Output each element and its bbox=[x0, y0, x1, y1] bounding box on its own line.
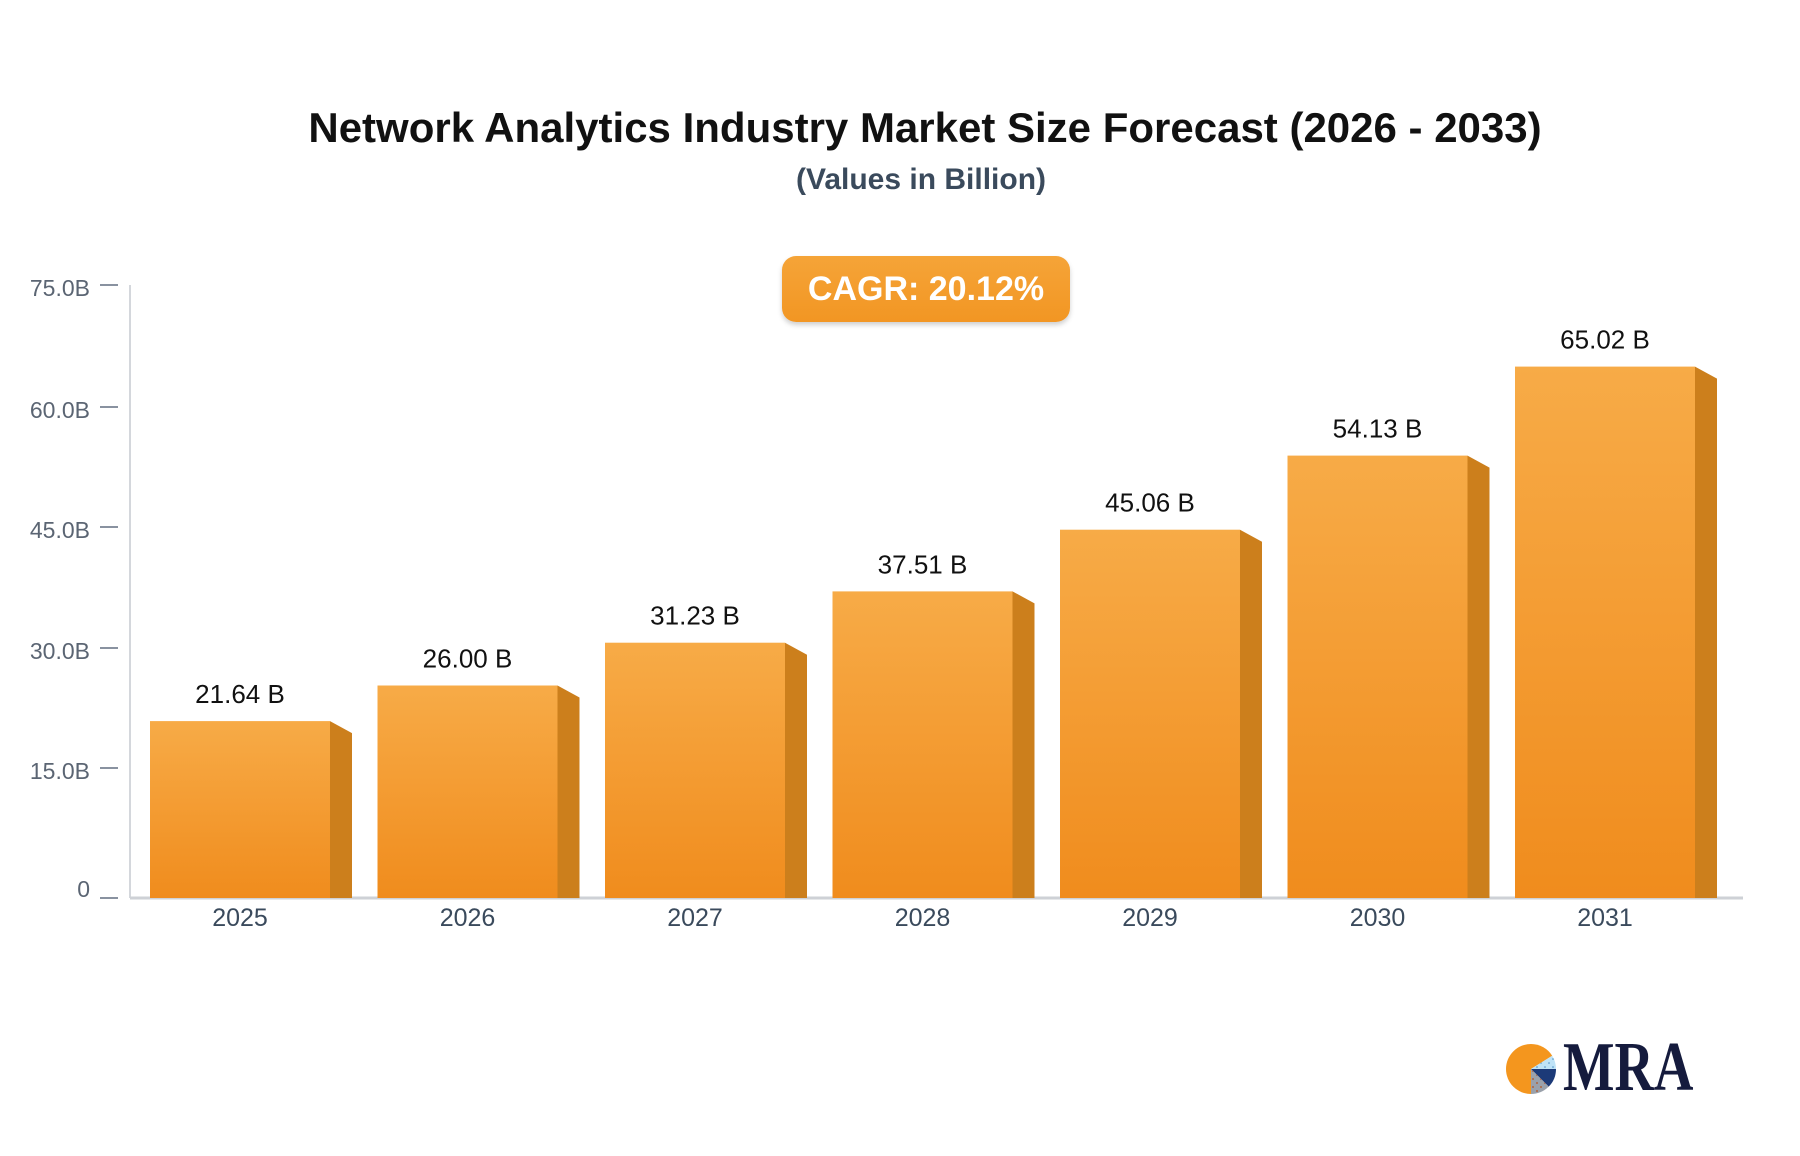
svg-text:54.13 B: 54.13 B bbox=[1333, 414, 1423, 444]
svg-text:30.0B: 30.0B bbox=[30, 638, 90, 664]
svg-text:2026: 2026 bbox=[440, 904, 496, 932]
svg-text:45.0B: 45.0B bbox=[30, 517, 90, 543]
svg-text:2025: 2025 bbox=[212, 904, 268, 932]
svg-text:MRA: MRA bbox=[1563, 1028, 1693, 1106]
svg-text:2031: 2031 bbox=[1577, 904, 1633, 932]
svg-text:2029: 2029 bbox=[1122, 904, 1178, 932]
svg-text:45.06 B: 45.06 B bbox=[1105, 488, 1195, 518]
svg-text:21.64 B: 21.64 B bbox=[195, 679, 285, 709]
svg-text:2027: 2027 bbox=[667, 904, 723, 932]
svg-text:60.0B: 60.0B bbox=[30, 397, 90, 423]
svg-text:0: 0 bbox=[77, 876, 90, 902]
svg-text:37.51 B: 37.51 B bbox=[878, 549, 968, 579]
svg-text:2030: 2030 bbox=[1350, 904, 1406, 932]
svg-text:2028: 2028 bbox=[895, 904, 951, 932]
svg-text:15.0B: 15.0B bbox=[30, 758, 90, 784]
svg-text:75.0B: 75.0B bbox=[30, 275, 90, 301]
svg-text:65.02 B: 65.02 B bbox=[1560, 325, 1650, 355]
svg-text:26.00 B: 26.00 B bbox=[423, 644, 513, 674]
svg-text:31.23 B: 31.23 B bbox=[650, 601, 740, 631]
